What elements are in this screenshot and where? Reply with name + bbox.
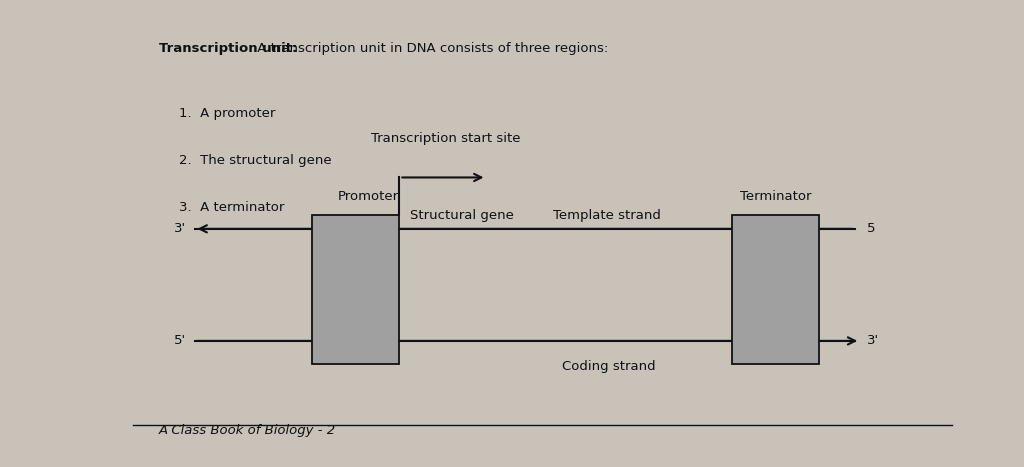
Text: 3.  A terminator: 3. A terminator <box>179 201 285 214</box>
Text: Template strand: Template strand <box>553 209 660 222</box>
Text: Transcription unit:: Transcription unit: <box>159 42 297 55</box>
Text: Terminator: Terminator <box>740 190 811 203</box>
Text: 3': 3' <box>174 222 186 235</box>
Text: 3': 3' <box>867 334 880 347</box>
Bar <box>312 215 399 364</box>
Text: Structural gene: Structural gene <box>410 209 513 222</box>
Text: 5': 5' <box>174 334 186 347</box>
Text: A Class Book of Biology - 2: A Class Book of Biology - 2 <box>159 424 336 437</box>
Text: Coding strand: Coding strand <box>562 360 656 373</box>
Text: 5: 5 <box>867 222 876 235</box>
Text: A transcription unit in DNA consists of three regions:: A transcription unit in DNA consists of … <box>253 42 608 55</box>
Text: Transcription start site: Transcription start site <box>371 132 520 145</box>
Text: 1.  A promoter: 1. A promoter <box>179 107 275 120</box>
Text: Promoter: Promoter <box>338 190 399 203</box>
Text: 2.  The structural gene: 2. The structural gene <box>179 154 332 167</box>
Bar <box>732 215 819 364</box>
